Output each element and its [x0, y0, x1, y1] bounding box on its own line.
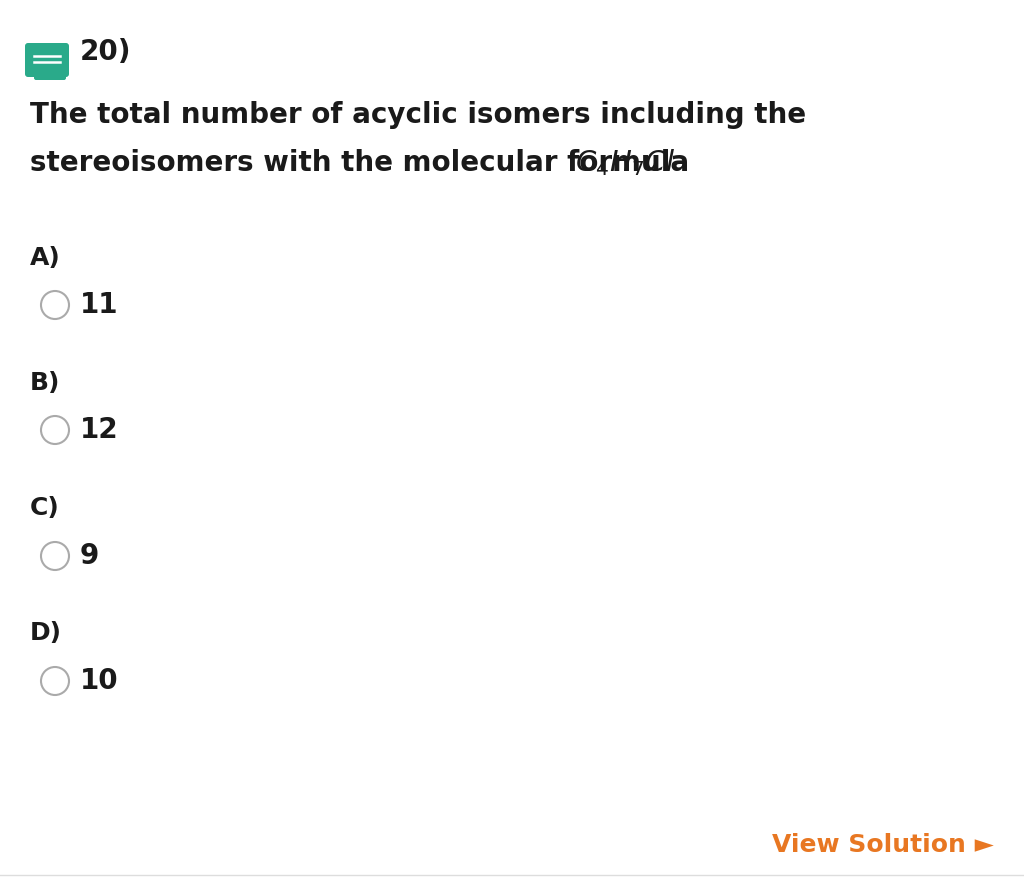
Text: 20): 20): [80, 38, 131, 66]
FancyBboxPatch shape: [34, 54, 66, 80]
Text: D): D): [30, 621, 62, 645]
FancyBboxPatch shape: [25, 43, 69, 77]
Text: 12: 12: [80, 416, 119, 444]
Text: The total number of acyclic isomers including the: The total number of acyclic isomers incl…: [30, 101, 806, 129]
Text: 9: 9: [80, 542, 99, 570]
Text: B): B): [30, 371, 60, 395]
Text: A): A): [30, 246, 60, 270]
Text: C): C): [30, 496, 59, 520]
Text: $C_4H_7Cl$: $C_4H_7Cl$: [575, 148, 675, 178]
Text: 11: 11: [80, 291, 119, 319]
Text: View Solution ►: View Solution ►: [772, 833, 994, 857]
Text: stereoisomers with the molecular formula: stereoisomers with the molecular formula: [30, 149, 698, 177]
Text: 10: 10: [80, 667, 119, 695]
